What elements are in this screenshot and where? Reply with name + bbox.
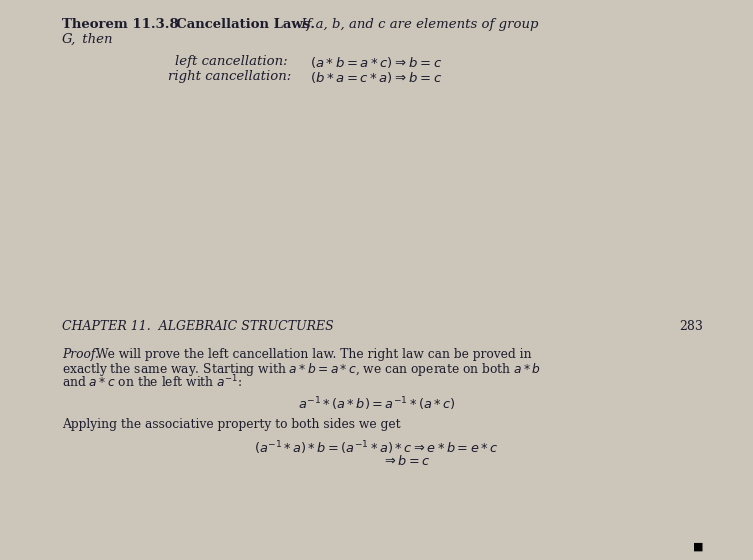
Text: right cancellation:: right cancellation: xyxy=(168,70,291,83)
Text: $(a * b = a * c) \Rightarrow b = c$: $(a * b = a * c) \Rightarrow b = c$ xyxy=(310,55,442,70)
Text: G,: G, xyxy=(62,33,76,46)
Text: If a, b, and c are elements of group: If a, b, and c are elements of group xyxy=(297,18,538,31)
Text: Theorem 11.3.8: Theorem 11.3.8 xyxy=(62,18,178,31)
Text: and $a*c$ on the left with $a^{-1}$:: and $a*c$ on the left with $a^{-1}$: xyxy=(62,374,242,390)
Text: We will prove the left cancellation law. The right law can be proved in: We will prove the left cancellation law.… xyxy=(96,348,532,361)
Text: ■: ■ xyxy=(693,542,703,552)
Text: Proof.: Proof. xyxy=(62,348,99,361)
Text: $(a^{-1} * a) * b = (a^{-1} * a) * c \Rightarrow e * b = e * c$: $(a^{-1} * a) * b = (a^{-1} * a) * c \Ri… xyxy=(255,440,498,457)
Text: then: then xyxy=(78,33,112,46)
Text: exactly the same way. Starting with $a*b = a*c$, we can operate on both $a*b$: exactly the same way. Starting with $a*b… xyxy=(62,361,541,377)
Text: $(b * a = c * a) \Rightarrow b = c$: $(b * a = c * a) \Rightarrow b = c$ xyxy=(310,70,442,85)
Text: $a^{-1} * (a*b) = a^{-1} * (a*c)$: $a^{-1} * (a*b) = a^{-1} * (a*c)$ xyxy=(297,395,456,413)
Text: 283: 283 xyxy=(679,320,703,333)
Text: $\Rightarrow b = c$: $\Rightarrow b = c$ xyxy=(383,454,431,468)
Text: CHAPTER 11.  ALGEBRAIC STRUCTURES: CHAPTER 11. ALGEBRAIC STRUCTURES xyxy=(62,320,334,333)
Text: Cancellation Laws.: Cancellation Laws. xyxy=(167,18,315,31)
Text: left cancellation:: left cancellation: xyxy=(175,55,288,68)
Text: Applying the associative property to both sides we get: Applying the associative property to bot… xyxy=(62,418,401,431)
